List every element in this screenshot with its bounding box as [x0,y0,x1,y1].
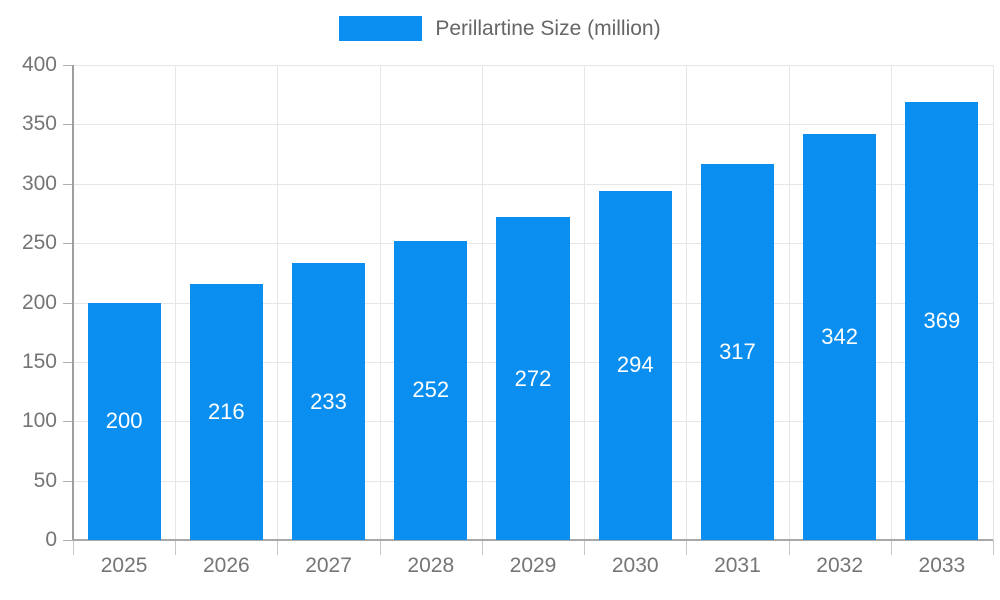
x-axis-tick [277,540,279,555]
x-axis-tick [175,540,177,555]
x-axis-tick [584,540,586,555]
bar-value-label: 233 [310,388,347,414]
x-axis-tick [788,540,790,555]
y-axis-tick [63,65,73,66]
y-axis-tick [63,421,73,423]
y-axis-tick [63,361,73,363]
y-tick-label: 100 [21,409,57,433]
x-gridline [788,65,790,540]
x-axis-tick [993,540,994,555]
x-gridline [481,65,483,540]
x-tick-label: 2031 [714,554,761,577]
chart-legend[interactable]: Perillartine Size (million) [0,16,1000,41]
bar: 369 [905,101,979,540]
y-axis-tick [63,124,73,126]
x-tick-label: 2027 [305,554,352,577]
bar: 342 [803,133,877,540]
x-tick-label: 2028 [407,554,455,577]
bar-value-label: 369 [923,307,961,333]
y-axis-line [72,65,74,540]
bar-value-label: 200 [105,408,143,434]
y-tick-label: 300 [21,171,57,195]
y-axis-tick [63,183,73,185]
x-gridline [890,65,892,540]
y-tick-label: 250 [21,231,57,255]
bar: 272 [496,217,570,540]
bar-value-label: 216 [207,398,245,424]
x-gridline [175,65,177,540]
y-axis-tick [63,243,73,245]
x-axis-tick [686,540,688,555]
x-tick-label: 2033 [918,554,966,577]
bar: 294 [598,190,672,540]
plot-area: 0 50 100 150 200 250 300 350 400 200 2025 216 2026 23… [22,53,994,577]
x-axis-line [73,539,993,541]
y-tick-label: 50 [33,468,57,492]
x-gridline [277,65,279,540]
y-gridline [73,124,993,126]
x-gridline [993,65,994,540]
x-gridline [379,65,381,540]
y-tick-label: 400 [21,53,57,76]
bar: 216 [189,283,263,540]
legend-swatch [339,16,423,41]
bar-value-label: 294 [616,352,654,378]
bar-value-label: 317 [719,338,756,364]
y-tick-label: 350 [21,112,57,136]
y-gridline [73,65,993,66]
bar-value-label: 252 [412,377,450,403]
x-axis-tick [481,540,483,555]
x-axis-tick [73,540,74,555]
y-tick-label: 0 [45,528,57,551]
bar: 317 [700,163,774,540]
bar: 252 [394,240,468,540]
x-tick-label: 2029 [509,554,557,577]
x-tick-label: 2025 [100,554,148,577]
y-tick-label: 150 [21,349,57,373]
bar-value-label: 342 [821,323,858,349]
legend-label: Perillartine Size (million) [435,16,661,40]
bar: 200 [87,302,161,540]
x-gridline [584,65,586,540]
y-axis-tick [63,540,73,541]
y-axis-tick [63,302,73,304]
x-tick-label: 2026 [202,554,250,577]
y-axis-tick [63,480,73,482]
x-axis-tick [890,540,892,555]
x-gridline [686,65,688,540]
x-tick-label: 2032 [816,554,864,577]
y-gridline [73,183,993,185]
x-axis-tick [379,540,381,555]
x-tick-label: 2030 [611,554,659,577]
y-tick-label: 200 [21,290,57,314]
bar: 233 [292,263,366,540]
bar-value-label: 272 [514,365,552,391]
